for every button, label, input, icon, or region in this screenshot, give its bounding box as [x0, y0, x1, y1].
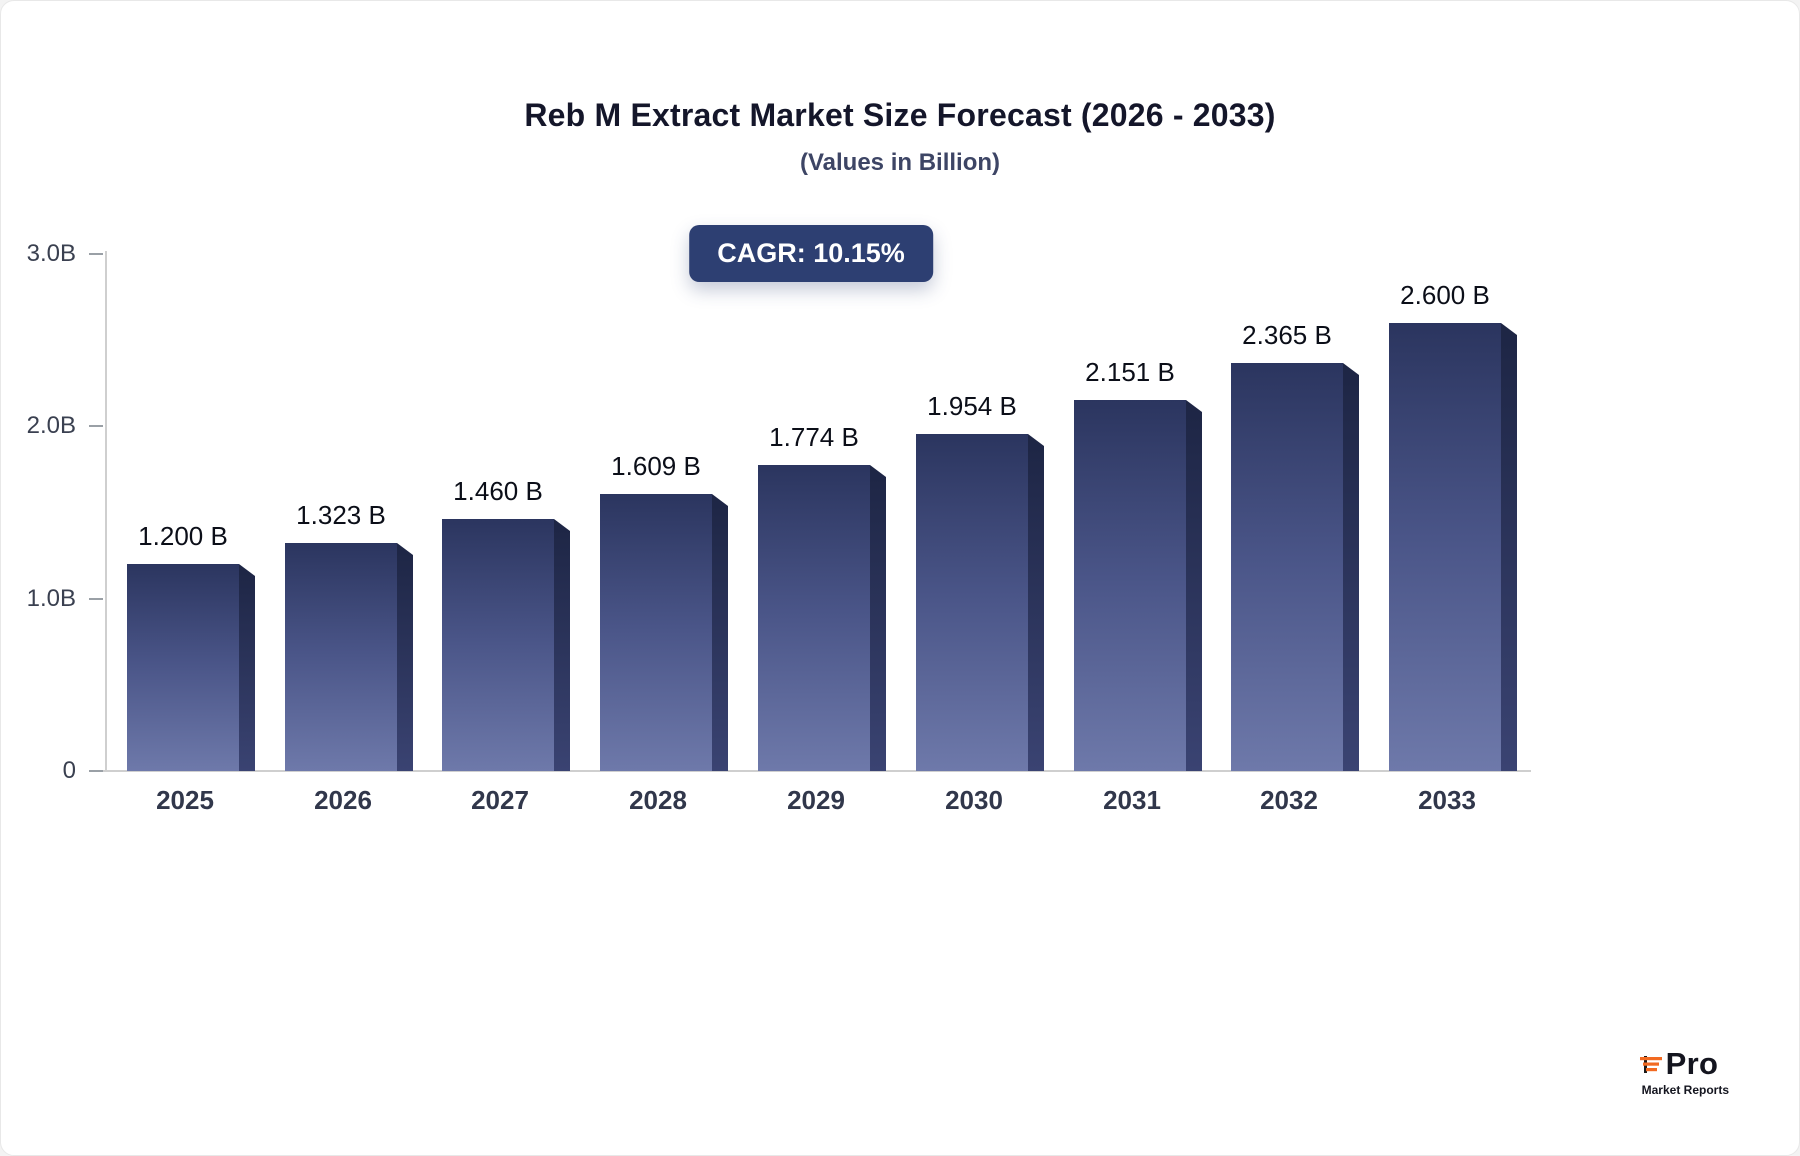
logo-icon: [1639, 1056, 1662, 1073]
bar-2026: 1.323 B: [285, 254, 413, 771]
bar-3d-side: [1343, 363, 1359, 771]
y-axis-tick-label: 1.0B: [26, 585, 76, 612]
bar-face: [916, 434, 1028, 771]
bar-face: [758, 465, 870, 771]
bar-2030: 1.954 B: [916, 254, 1044, 771]
chart-subtitle: (Values in Billion): [799, 149, 1001, 176]
x-axis-label-2027: 2027: [471, 785, 529, 815]
x-axis-label-2025: 2025: [156, 785, 214, 815]
bar-2025: 1.200 B: [127, 254, 255, 771]
bar-face: [442, 519, 554, 771]
bar-value-label: 2.365 B: [1242, 320, 1332, 350]
x-axis-label-2033: 2033: [1418, 785, 1476, 815]
cagr-badge: CAGR: 10.15%: [689, 225, 933, 282]
x-axis-line: [91, 770, 1531, 772]
x-axis-label-2026: 2026: [314, 785, 372, 815]
x-axis-label-2030: 2030: [945, 785, 1003, 815]
y-axis-tick-label: 3.0B: [26, 240, 76, 267]
bar-3d-side: [1501, 323, 1517, 771]
y-axis: 3.0B 2.0B 1.0B 0: [1, 240, 106, 784]
bar-3d-side: [1028, 434, 1044, 771]
y-axis-tick: [89, 770, 103, 772]
y-axis-tick: [89, 598, 103, 600]
bar-3d-side: [712, 494, 728, 771]
y-axis-tick: [89, 425, 103, 427]
bar-face: [1389, 323, 1501, 771]
bar-2027: 1.460 B: [442, 254, 570, 771]
bar-face: [1074, 400, 1186, 771]
bar-face: [1231, 363, 1343, 771]
bar-face: [127, 564, 239, 771]
bar-face: [600, 494, 712, 771]
bar-2032: 2.365 B: [1231, 254, 1359, 771]
plot-area: 1.200 B 1.323 B 1.460 B 1.609 B 1.774 B 1.954…: [106, 254, 1526, 771]
bar-value-label: 2.151 B: [1085, 357, 1175, 387]
bar-3d-side: [397, 543, 413, 771]
bar-2029: 1.774 B: [758, 254, 886, 771]
bar-value-label: 1.460 B: [453, 476, 543, 506]
y-axis-tick: [89, 253, 103, 255]
logo-name: Pro: [1665, 1046, 1719, 1081]
bar-3d-side: [239, 564, 255, 771]
x-axis-label-2031: 2031: [1103, 785, 1161, 815]
x-axis-label-2029: 2029: [787, 785, 845, 815]
chart-title: Reb M Extract Market Size Forecast (2026…: [524, 97, 1276, 133]
y-axis-tick-label: 0: [62, 757, 76, 784]
bar-2033: 2.600 B: [1389, 254, 1517, 771]
x-axis-label-2028: 2028: [629, 785, 687, 815]
bar-3d-side: [870, 465, 886, 771]
y-axis-tick-label: 2.0B: [26, 412, 76, 439]
brand-logo: Pro Market Reports: [1638, 1046, 1729, 1097]
bar-2031: 2.151 B: [1074, 254, 1202, 771]
bar-2028: 1.609 B: [600, 254, 728, 771]
bar-value-label: 1.954 B: [927, 391, 1017, 421]
bar-3d-side: [554, 519, 570, 771]
y-axis-line: [105, 251, 107, 772]
bar-face: [285, 543, 397, 771]
bar-value-label: 2.600 B: [1400, 280, 1490, 310]
bar-value-label: 1.323 B: [296, 500, 386, 530]
bar-value-label: 1.200 B: [138, 521, 228, 551]
x-axis-label-2032: 2032: [1260, 785, 1318, 815]
bar-value-label: 1.609 B: [611, 451, 701, 481]
bar-3d-side: [1186, 400, 1202, 771]
bar-value-label: 1.774 B: [769, 422, 859, 452]
logo-tagline: Market Reports: [1641, 1083, 1729, 1097]
x-axis-labels: 2025 2026 2027 2028 2029 2030 2031 2032 2033: [106, 785, 1526, 825]
